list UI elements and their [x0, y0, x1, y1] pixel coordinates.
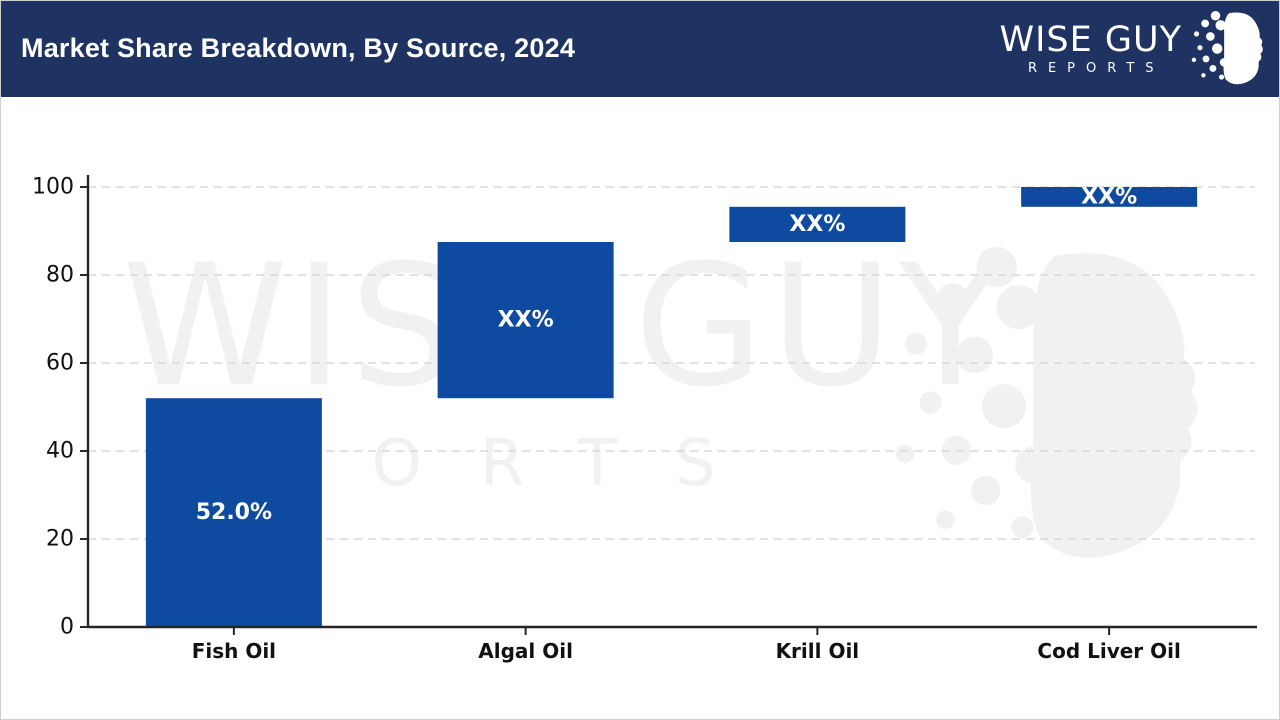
x-category-label: Krill Oil: [776, 639, 860, 663]
logo-subtitle: REPORTS: [1027, 60, 1165, 76]
y-tick-label: 0: [60, 615, 74, 640]
x-category-label: Fish Oil: [192, 639, 276, 663]
bar-algal-oil: [437, 242, 614, 399]
logo-head-icon: [1191, 10, 1263, 84]
y-tick-label: 20: [46, 527, 74, 552]
bar-krill-oil: [729, 206, 906, 242]
y-tick-label: 40: [46, 439, 74, 464]
logo-wordmark: WISE GUY: [999, 19, 1182, 60]
header-bar: Market Share Breakdown, By Source, 2024 …: [0, 0, 1280, 97]
bar-value-label: XX%: [1081, 184, 1137, 209]
bar-value-label: XX%: [789, 212, 845, 237]
y-tick-label: 80: [46, 263, 74, 288]
y-tick-label: 60: [46, 351, 74, 376]
bar-value-label: XX%: [498, 308, 554, 333]
chart-title: Market Share Breakdown, By Source, 2024: [21, 33, 576, 63]
bar-cod-liver-oil: [1021, 187, 1198, 207]
x-category-label: Algal Oil: [478, 639, 573, 663]
y-tick-label: 100: [32, 175, 74, 200]
wise-guy-logo: WISE GUY REPORTS: [999, 8, 1280, 90]
x-category-label: Cod Liver Oil: [1037, 639, 1180, 663]
bar-value-label: 52.0%: [196, 500, 272, 525]
bar-fish-oil: [145, 398, 322, 627]
